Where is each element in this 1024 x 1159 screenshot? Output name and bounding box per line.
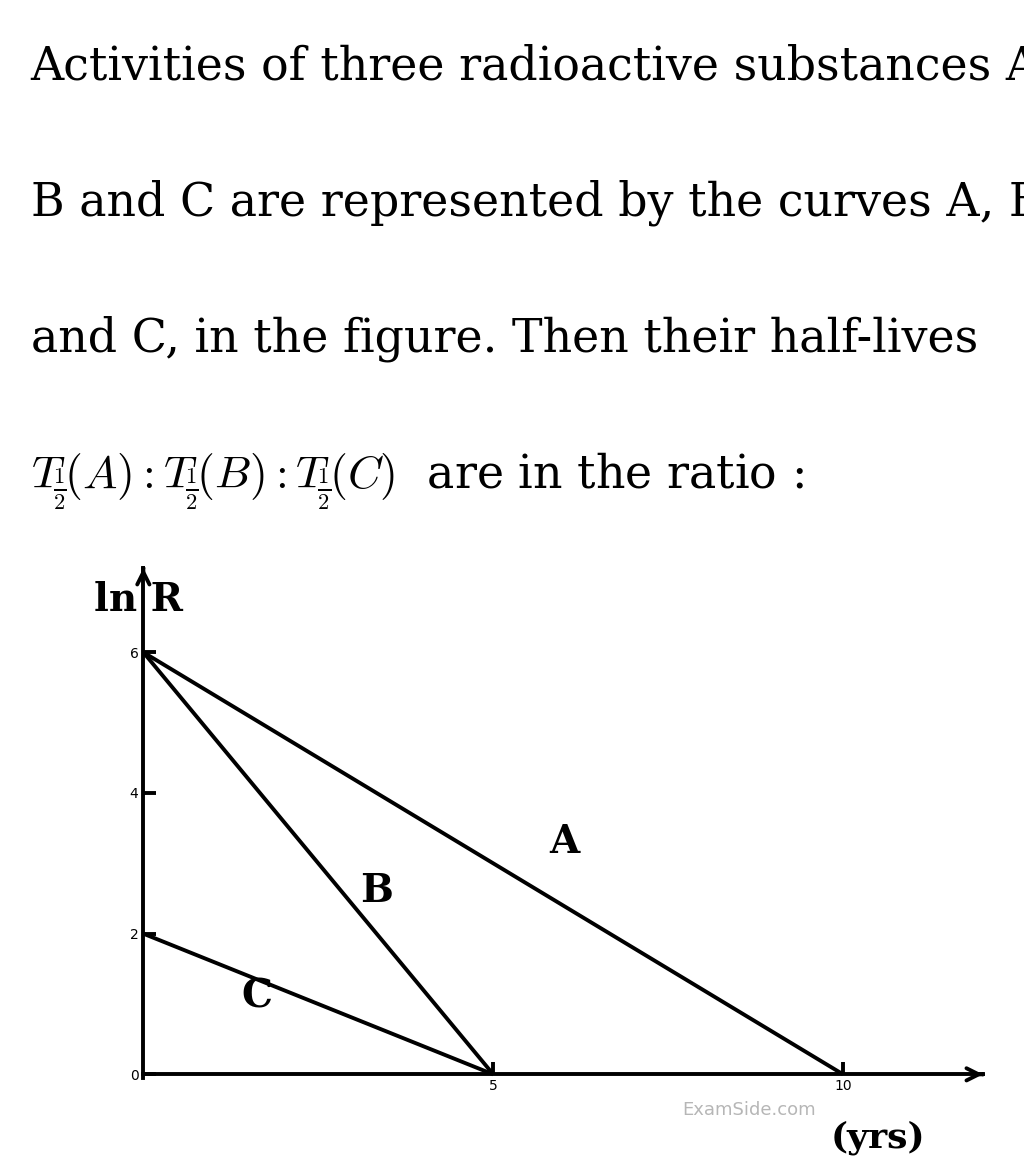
Text: B: B	[360, 873, 393, 911]
Text: $T_{\!\frac{1}{2}}\!(A):T_{\!\frac{1}{2}}\!(B):T_{\!\frac{1}{2}}\!(C)$  are in t: $T_{\!\frac{1}{2}}\!(A):T_{\!\frac{1}{2}…	[31, 451, 804, 512]
Text: A: A	[549, 823, 580, 861]
Text: ExamSide.com: ExamSide.com	[682, 1101, 816, 1120]
Text: and C, in the figure. Then their half-lives: and C, in the figure. Then their half-li…	[31, 315, 978, 362]
Text: C: C	[242, 978, 272, 1016]
Text: (yrs): (yrs)	[830, 1120, 926, 1154]
Text: B and C are represented by the curves A, B: B and C are represented by the curves A,…	[31, 180, 1024, 226]
Text: ln R: ln R	[94, 581, 183, 619]
Text: Activities of three radioactive substances A,: Activities of three radioactive substanc…	[31, 44, 1024, 89]
